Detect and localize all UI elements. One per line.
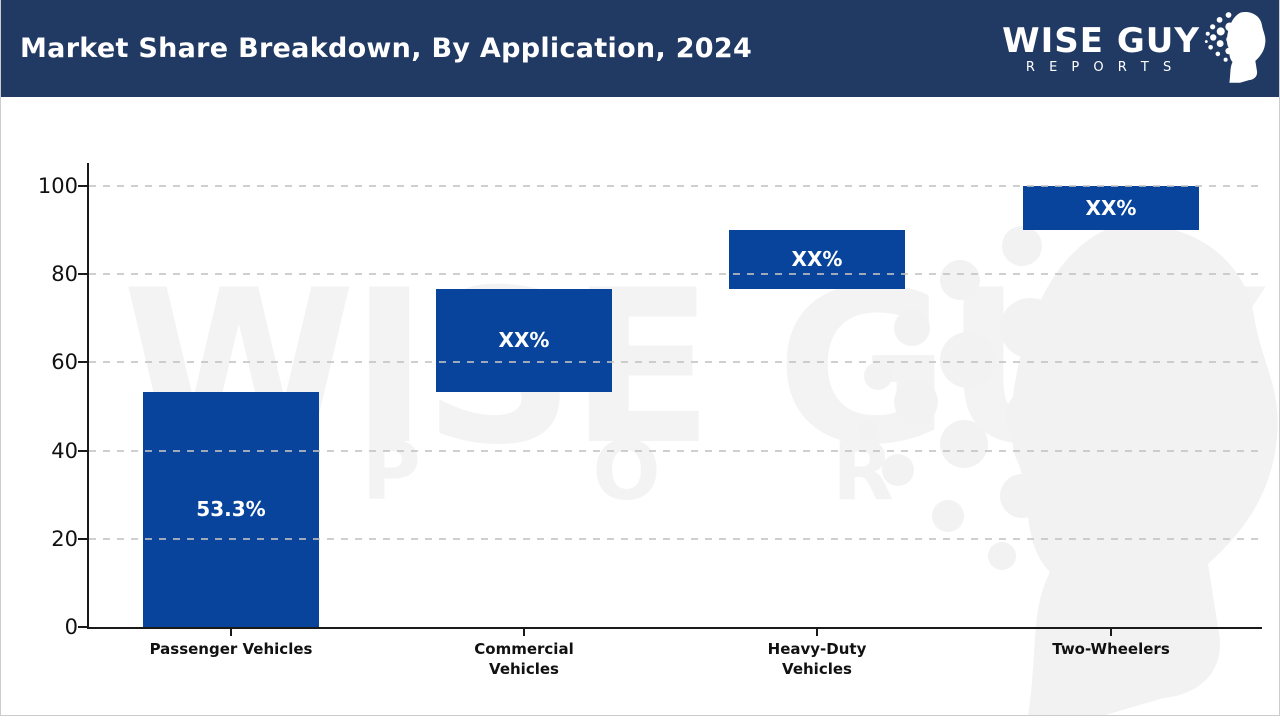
category-label: Passenger Vehicles bbox=[149, 640, 313, 658]
category-label: Commercial Vehicles bbox=[474, 640, 574, 678]
x-tick-mark bbox=[1110, 629, 1112, 636]
y-tick-label: 20 bbox=[51, 526, 78, 551]
bar bbox=[1023, 186, 1199, 231]
header-bar: Market Share Breakdown, By Application, … bbox=[0, 0, 1280, 97]
bar bbox=[729, 230, 905, 290]
wiseguy-reports-logo: WISE GUY R E P O R T S bbox=[1002, 6, 1266, 92]
y-tick-mark bbox=[78, 537, 87, 540]
y-tick-label: 60 bbox=[51, 350, 78, 375]
logo-text: WISE GUY R E P O R T S bbox=[1002, 23, 1200, 76]
wiseguy-face-watermark-icon bbox=[852, 220, 1280, 720]
y-tick-mark bbox=[78, 449, 87, 452]
bar-value-label: XX% bbox=[1085, 196, 1137, 220]
bar-value-label: XX% bbox=[498, 328, 550, 353]
gridline bbox=[89, 185, 1262, 187]
y-tick-label: 100 bbox=[37, 174, 78, 198]
gridline bbox=[89, 273, 1262, 276]
bar bbox=[436, 289, 612, 392]
y-tick-mark bbox=[78, 273, 87, 276]
y-tick-mark bbox=[78, 185, 87, 187]
gridline bbox=[89, 361, 1262, 364]
logo-wordmark: WISE GUY bbox=[1002, 20, 1200, 61]
bar-value-label: 53.3% bbox=[196, 496, 266, 521]
y-tick-label: 0 bbox=[64, 615, 78, 639]
y-axis-line bbox=[87, 163, 89, 629]
y-tick-mark bbox=[78, 626, 87, 628]
bar-value-label: XX% bbox=[791, 247, 843, 272]
category-label: Heavy-Duty Vehicles bbox=[767, 640, 867, 678]
y-tick-mark bbox=[78, 361, 87, 364]
x-tick-mark bbox=[230, 629, 232, 636]
x-axis-line bbox=[87, 627, 1262, 629]
chart-title: Market Share Breakdown, By Application, … bbox=[20, 33, 753, 64]
y-tick-label: 80 bbox=[51, 262, 78, 287]
wiseguy-face-icon bbox=[1204, 5, 1266, 93]
logo-subtitle: R E P O R T S bbox=[1025, 59, 1177, 75]
bar bbox=[143, 391, 319, 627]
y-tick-label: 40 bbox=[51, 438, 78, 463]
x-tick-mark bbox=[523, 629, 525, 636]
gridline bbox=[89, 537, 1262, 540]
gridline bbox=[89, 449, 1262, 452]
category-label: Two-Wheelers bbox=[1052, 640, 1170, 658]
x-tick-mark bbox=[816, 629, 818, 636]
